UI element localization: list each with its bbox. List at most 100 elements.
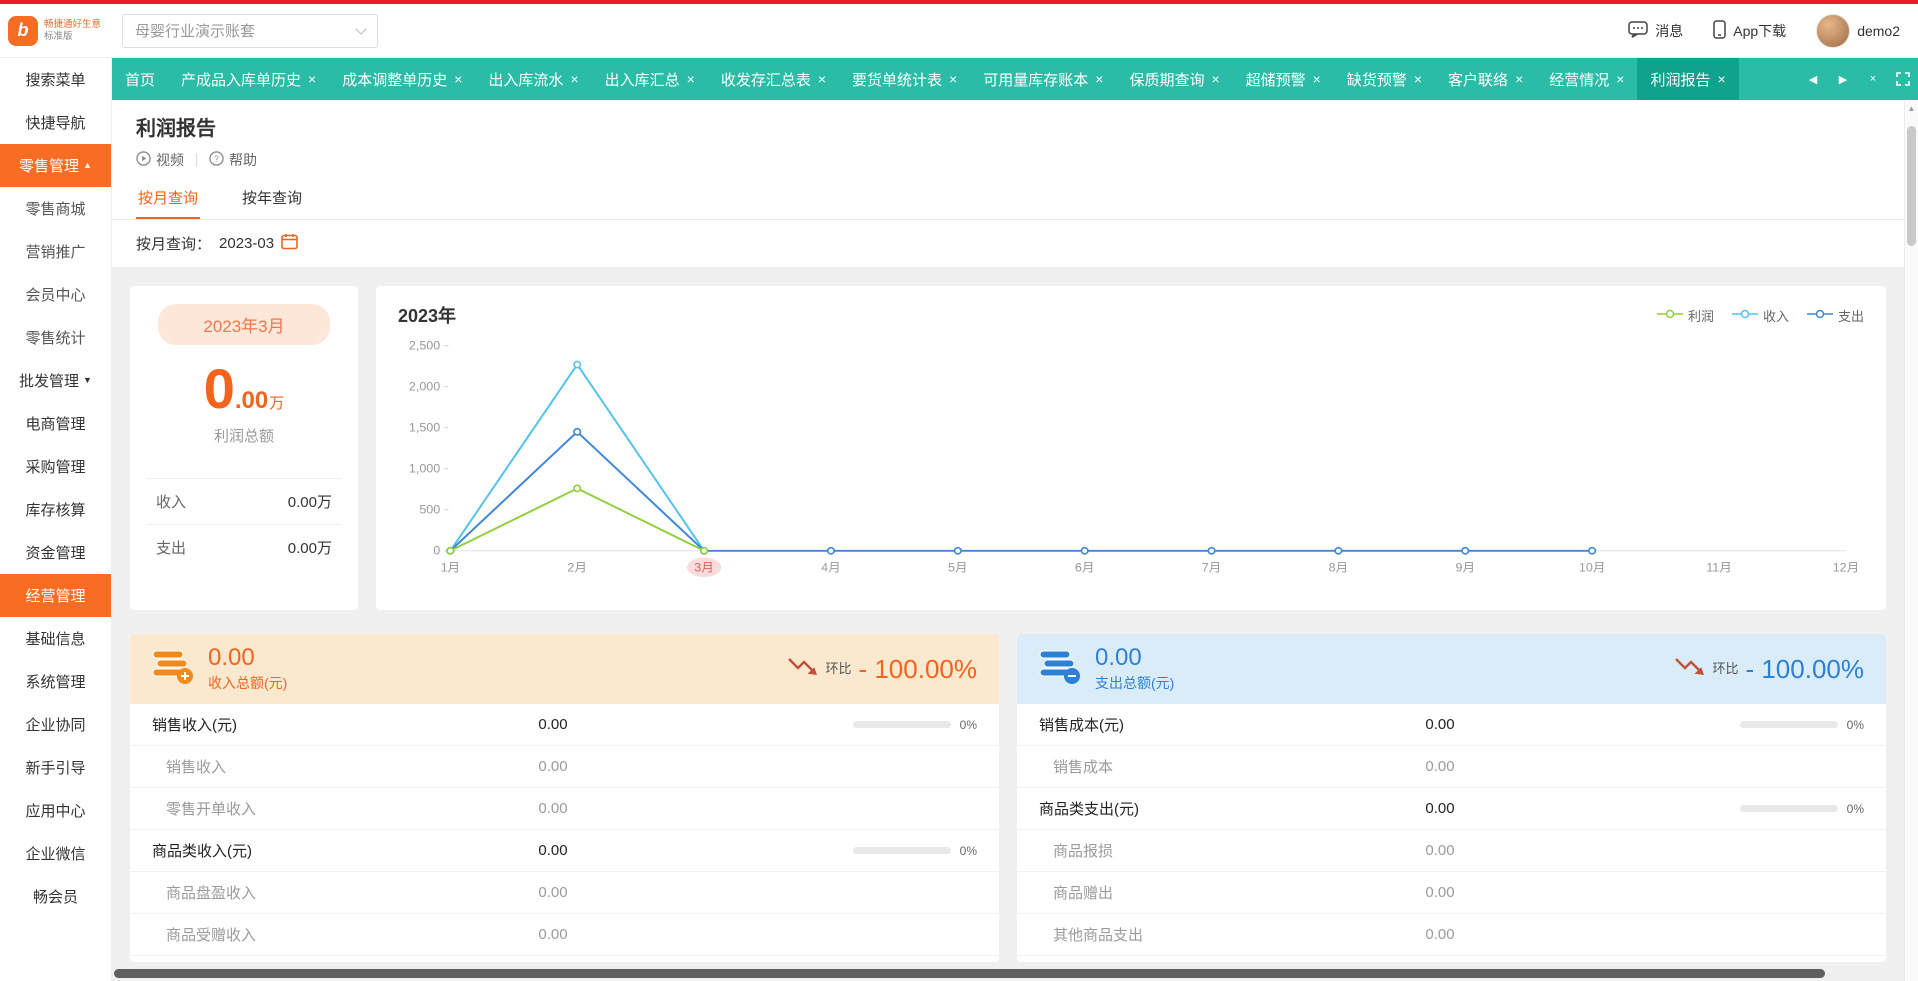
user-menu[interactable]: demo2 bbox=[1816, 13, 1900, 48]
app-download-button[interactable]: App下载 bbox=[1713, 19, 1786, 42]
sidebar-item-beginner-guide[interactable]: 新手引导 bbox=[25, 760, 86, 777]
tab-shelf-life-query[interactable]: 保质期查询 × bbox=[1129, 71, 1220, 89]
tab-profit-report[interactable]: 利润报告 × bbox=[1637, 58, 1739, 100]
row-progress: 0% bbox=[852, 844, 977, 858]
tab-customer-contact[interactable]: 客户联络 × bbox=[1448, 71, 1524, 89]
income-total-value: 0.00 bbox=[208, 643, 255, 671]
tab-demand-order-stats[interactable]: 要货单统计表 × bbox=[852, 71, 958, 89]
sidebar-item-wholesale-management[interactable]: 批发管理 ▼ bbox=[19, 373, 92, 390]
row-progress: 0% bbox=[852, 718, 977, 732]
svg-text:0: 0 bbox=[433, 544, 440, 558]
sidebar-item-business-management[interactable]: 经营管理 bbox=[0, 574, 111, 617]
tab-business-status[interactable]: 经营情况 × bbox=[1549, 71, 1625, 89]
legend-item-expense[interactable]: 支出 bbox=[1806, 306, 1864, 325]
close-tab-icon[interactable]: × bbox=[949, 71, 958, 87]
tab-home[interactable]: 首页 bbox=[125, 71, 156, 89]
horizontal-scrollbar[interactable] bbox=[112, 969, 1904, 980]
help-icon: ? bbox=[209, 151, 224, 169]
video-link[interactable]: 视频 bbox=[136, 150, 184, 170]
profit-summary-card: 2023年3月 0.00 万 利润总额 收入 0.00万 支出 0.00万 bbox=[130, 286, 358, 610]
summary-row-expense: 支出 0.00万 bbox=[146, 524, 342, 570]
sidebar-item-member-center[interactable]: 会员中心 bbox=[25, 287, 86, 304]
filter-label: 按月查询： bbox=[136, 236, 212, 253]
sidebar-item-system-management[interactable]: 系统管理 bbox=[25, 674, 86, 691]
svg-text:1月: 1月 bbox=[441, 560, 461, 574]
sidebar-item-chang-member[interactable]: 畅会员 bbox=[32, 889, 78, 906]
account-selector-value: 母婴行业演示账套 bbox=[135, 23, 256, 40]
expense-total-value: 0.00 bbox=[1095, 643, 1142, 671]
calendar-icon bbox=[281, 233, 298, 254]
close-tab-icon[interactable]: × bbox=[570, 71, 579, 87]
help-link[interactable]: ? 帮助 bbox=[209, 150, 257, 170]
sidebar-item-enterprise-collab[interactable]: 企业协同 bbox=[25, 717, 86, 734]
svg-text:2,000: 2,000 bbox=[409, 380, 441, 394]
horizontal-scrollbar-thumb[interactable] bbox=[114, 969, 1826, 978]
close-tab-icon[interactable]: × bbox=[454, 71, 463, 87]
sidebar-item-retail-mall[interactable]: 零售商城 bbox=[25, 201, 86, 218]
vertical-scrollbar-thumb[interactable] bbox=[1907, 126, 1916, 246]
close-tab-icon[interactable]: × bbox=[1095, 71, 1104, 87]
top-accent-line bbox=[0, 0, 1918, 4]
sidebar: 搜索菜单 快捷导航 零售管理 ▲ 零售商城 营销推广 会员中心 零售统计 批发管理… bbox=[0, 58, 112, 981]
close-tab-icon[interactable]: × bbox=[686, 71, 695, 87]
close-tab-icon[interactable]: × bbox=[1312, 71, 1321, 87]
close-tab-icon[interactable]: × bbox=[817, 71, 827, 87]
sidebar-item-quick-nav[interactable]: 快捷导航 bbox=[25, 115, 86, 132]
tab-receipt-dispatch-summary[interactable]: 收发存汇总表 × bbox=[720, 71, 827, 89]
sidebar-item-inventory-accounting[interactable]: 库存核算 bbox=[25, 502, 86, 519]
tab-overstock-alert[interactable]: 超储预警 × bbox=[1245, 71, 1321, 89]
legend-item-income[interactable]: 收入 bbox=[1731, 306, 1789, 325]
sidebar-item-search-menu[interactable]: 搜索菜单 bbox=[25, 72, 86, 89]
vertical-scrollbar[interactable]: ▲ bbox=[1904, 100, 1918, 981]
sidebar-item-purchase-management[interactable]: 采购管理 bbox=[25, 459, 86, 476]
close-all-tabs-button[interactable]: × bbox=[1869, 73, 1877, 85]
close-tab-icon[interactable]: × bbox=[1616, 71, 1625, 87]
month-picker[interactable]: 2023-03 bbox=[219, 233, 298, 254]
app-logo[interactable]: b 畅捷通好生意 标准版 bbox=[0, 15, 112, 46]
sidebar-item-enterprise-wechat[interactable]: 企业微信 bbox=[25, 846, 86, 863]
tab-inout-summary[interactable]: 出入库汇总 × bbox=[604, 71, 695, 89]
tab-inout-flow[interactable]: 出入库流水 × bbox=[488, 71, 579, 89]
tab-yearly-query[interactable]: 按年查询 bbox=[242, 190, 303, 207]
fullscreen-button[interactable] bbox=[1888, 58, 1918, 100]
tabs-scroll-left-button[interactable]: ◀ bbox=[1808, 73, 1818, 86]
tab-monthly-query[interactable]: 按月查询 bbox=[136, 178, 201, 219]
progress-bar bbox=[1739, 721, 1838, 728]
close-tab-icon[interactable]: × bbox=[1515, 71, 1524, 87]
sidebar-item-ecommerce-management[interactable]: 电商管理 bbox=[25, 416, 86, 433]
tab-shortage-alert[interactable]: 缺货预警 × bbox=[1346, 71, 1423, 89]
progress-bar bbox=[852, 847, 951, 854]
profit-trend-card: 2023年 利润 收入 支出 0 500 1,000 1,500 2,000 2,500 1… bbox=[376, 286, 1886, 610]
tab-available-stock-ledger[interactable]: 可用量库存账本 × bbox=[983, 71, 1104, 89]
tab-finished-goods-inbound-history[interactable]: 产成品入库单历史 × bbox=[181, 71, 317, 89]
svg-text:?: ? bbox=[214, 154, 219, 164]
messages-button[interactable]: 消息 bbox=[1628, 20, 1683, 41]
svg-text:6月: 6月 bbox=[1075, 560, 1095, 574]
income-row: 商品类收入(元) 0.00 0% bbox=[130, 830, 999, 872]
sidebar-item-funds-management[interactable]: 资金管理 bbox=[25, 545, 86, 562]
income-row: 销售收入 0.00 bbox=[130, 746, 999, 788]
income-row: 销售收入(元) 0.00 0% bbox=[130, 704, 999, 746]
sidebar-item-marketing[interactable]: 营销推广 bbox=[25, 244, 86, 261]
legend-item-profit[interactable]: 利润 bbox=[1656, 306, 1714, 325]
expense-coins-icon bbox=[1039, 649, 1081, 689]
month-picker-value: 2023-03 bbox=[219, 235, 275, 252]
sidebar-item-basic-info[interactable]: 基础信息 bbox=[25, 631, 86, 648]
sidebar-item-retail-management[interactable]: 零售管理 ▲ bbox=[0, 144, 111, 187]
scrollbar-up-icon[interactable]: ▲ bbox=[1907, 104, 1916, 113]
close-tab-icon[interactable]: × bbox=[1413, 71, 1423, 87]
close-tab-icon[interactable]: × bbox=[1211, 71, 1220, 87]
tab-cost-adjustment-history[interactable]: 成本调整单历史 × bbox=[342, 71, 463, 89]
close-tab-icon[interactable]: × bbox=[308, 71, 317, 87]
phone-icon bbox=[1713, 19, 1727, 42]
sidebar-item-app-center[interactable]: 应用中心 bbox=[25, 803, 86, 820]
profit-trend-chart: 0 500 1,000 1,500 2,000 2,500 1月 2月 3月 4月 5月 6月 7月 8月… bbox=[409, 339, 1859, 578]
svg-text:2,500: 2,500 bbox=[409, 339, 441, 353]
trend-down-icon bbox=[788, 657, 818, 677]
tabs-scroll-right-button[interactable]: ▶ bbox=[1838, 73, 1848, 86]
account-selector[interactable]: 母婴行业演示账套 bbox=[122, 13, 378, 48]
sidebar-item-retail-stats[interactable]: 零售统计 bbox=[25, 330, 86, 347]
close-tab-icon[interactable]: × bbox=[1717, 71, 1726, 87]
chart-title: 2023年 bbox=[398, 306, 457, 326]
profit-total-value: 0.00 万 bbox=[203, 357, 285, 420]
